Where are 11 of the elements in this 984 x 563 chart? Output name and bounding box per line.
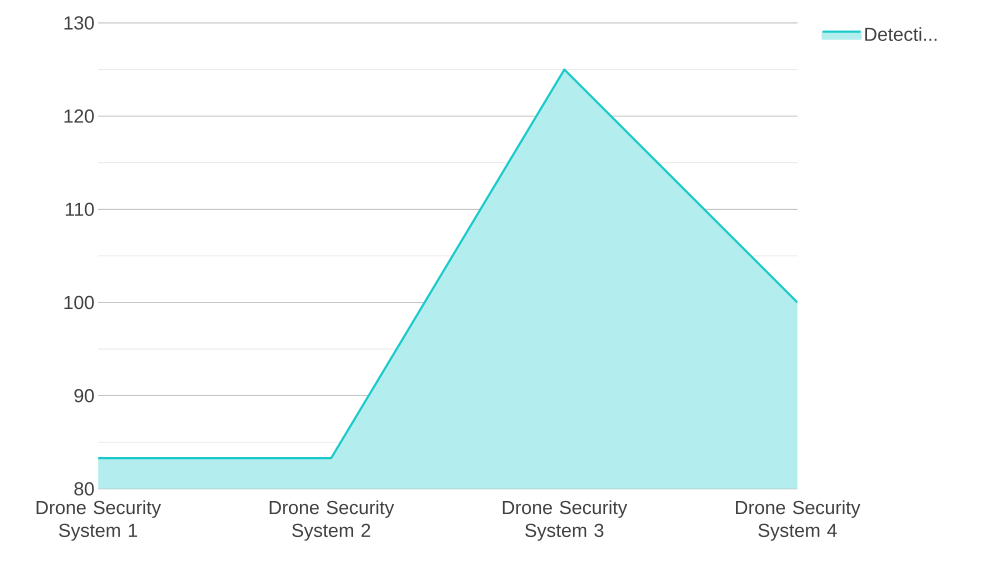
y-tick-label: 80 bbox=[74, 482, 94, 496]
x-tick-label: Drone Security System 2 bbox=[270, 500, 394, 541]
legend-label: Detecti... bbox=[865, 27, 936, 42]
y-tick-label: 120 bbox=[64, 110, 94, 123]
x-tick-label: Drone Security System 3 bbox=[502, 500, 628, 541]
y-tick-label: 90 bbox=[74, 389, 94, 403]
y-tick-label: 130 bbox=[64, 16, 94, 30]
y-tick-label: 100 bbox=[64, 296, 94, 310]
x-tick-label: Drone Security System 1 bbox=[36, 500, 161, 541]
x-tick-label: Drone Security System 4 bbox=[736, 500, 860, 541]
y-tick-label: 110 bbox=[66, 202, 94, 216]
